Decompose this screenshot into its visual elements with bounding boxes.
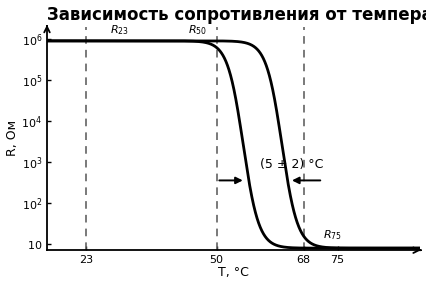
Text: $R_{75}$: $R_{75}$ bbox=[323, 228, 342, 242]
Text: $R_{50}$: $R_{50}$ bbox=[187, 23, 207, 37]
Y-axis label: R, Ом: R, Ом bbox=[6, 120, 19, 156]
X-axis label: T, °C: T, °C bbox=[218, 266, 249, 280]
Text: Зависимость сопротивления от температуры: Зависимость сопротивления от температуры bbox=[47, 5, 426, 24]
Text: $R_{23}$: $R_{23}$ bbox=[110, 23, 129, 37]
Text: (5 ± 2) °C: (5 ± 2) °C bbox=[260, 158, 323, 171]
